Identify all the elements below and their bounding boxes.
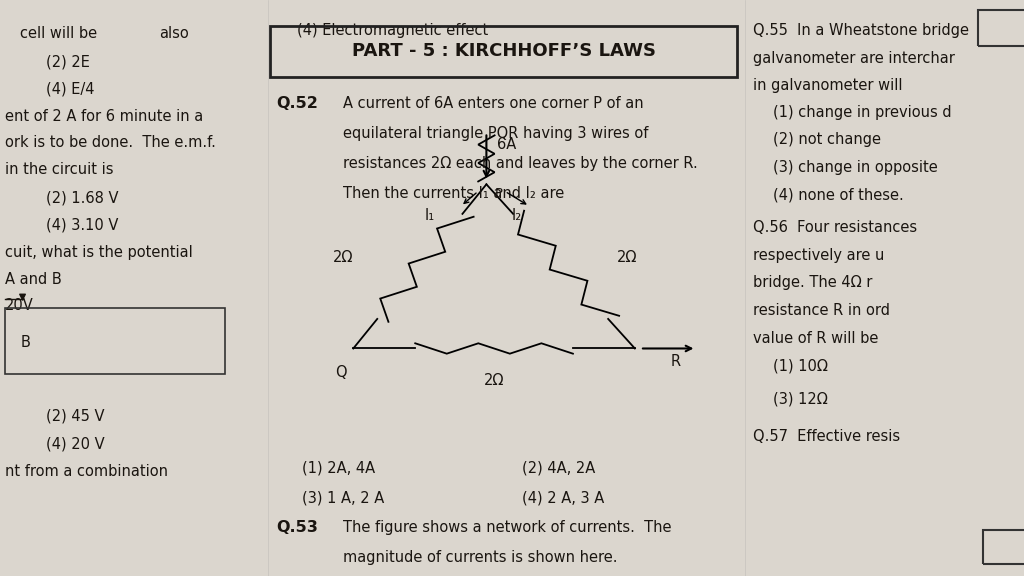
Text: (3) 12Ω: (3) 12Ω bbox=[773, 392, 827, 407]
Text: ork is to be done.  The e.m.f.: ork is to be done. The e.m.f. bbox=[5, 135, 216, 150]
Text: Q.52: Q.52 bbox=[276, 96, 318, 111]
Text: equilateral triangle PQR having 3 wires of: equilateral triangle PQR having 3 wires … bbox=[343, 126, 648, 141]
Text: (3) change in opposite: (3) change in opposite bbox=[773, 160, 938, 175]
Text: 20V: 20V bbox=[5, 298, 34, 313]
Text: B: B bbox=[20, 335, 31, 350]
Text: resistance R in ord: resistance R in ord bbox=[753, 303, 890, 318]
Text: in galvanometer will: in galvanometer will bbox=[753, 78, 902, 93]
Text: ent of 2 A for 6 minute in a: ent of 2 A for 6 minute in a bbox=[5, 109, 204, 124]
Text: magnitude of currents is shown here.: magnitude of currents is shown here. bbox=[343, 550, 617, 564]
Text: (4) none of these.: (4) none of these. bbox=[773, 187, 904, 202]
Text: (2) 1.68 V: (2) 1.68 V bbox=[46, 190, 119, 205]
Text: respectively are u: respectively are u bbox=[753, 248, 884, 263]
Text: Q.56  Four resistances: Q.56 Four resistances bbox=[753, 220, 916, 235]
Text: (2) 4A, 2A: (2) 4A, 2A bbox=[522, 461, 596, 476]
Text: (2) not change: (2) not change bbox=[773, 132, 881, 147]
Text: (4) 20 V: (4) 20 V bbox=[46, 437, 104, 452]
Text: A and B: A and B bbox=[5, 272, 61, 287]
Text: (1) change in previous d: (1) change in previous d bbox=[773, 105, 951, 120]
Text: cuit, what is the potential: cuit, what is the potential bbox=[5, 245, 193, 260]
Text: (4) 2 A, 3 A: (4) 2 A, 3 A bbox=[522, 491, 604, 506]
Text: Q.53: Q.53 bbox=[276, 520, 318, 535]
Text: value of R will be: value of R will be bbox=[753, 331, 878, 346]
Text: Q.55  In a Wheatstone bridge: Q.55 In a Wheatstone bridge bbox=[753, 23, 969, 38]
Text: galvanometer are interchar: galvanometer are interchar bbox=[753, 51, 954, 66]
Text: I₂: I₂ bbox=[512, 209, 522, 223]
Text: cell will be: cell will be bbox=[20, 26, 97, 41]
Text: 2Ω: 2Ω bbox=[333, 250, 353, 266]
Text: The figure shows a network of currents.  The: The figure shows a network of currents. … bbox=[343, 520, 672, 535]
Text: R: R bbox=[671, 354, 681, 369]
Text: (3) 1 A, 2 A: (3) 1 A, 2 A bbox=[302, 491, 384, 506]
Text: 6A: 6A bbox=[497, 137, 516, 152]
Text: Q: Q bbox=[335, 365, 347, 380]
Text: (1) 10Ω: (1) 10Ω bbox=[773, 358, 828, 373]
Text: Then the currents I₁ and I₂ are: Then the currents I₁ and I₂ are bbox=[343, 186, 564, 201]
Text: also: also bbox=[159, 26, 188, 41]
Text: (2) 2E: (2) 2E bbox=[46, 55, 90, 70]
Text: (1) 2A, 4A: (1) 2A, 4A bbox=[302, 461, 375, 476]
Text: (4) E/4: (4) E/4 bbox=[46, 82, 94, 97]
Text: (4) Electromagnetic effect: (4) Electromagnetic effect bbox=[297, 23, 488, 38]
Text: nt from a combination: nt from a combination bbox=[5, 464, 168, 479]
Text: in the circuit is: in the circuit is bbox=[5, 162, 114, 177]
Text: A current of 6A enters one corner P of an: A current of 6A enters one corner P of a… bbox=[343, 96, 644, 111]
Text: PART - 5 : KIRCHHOFF’S LAWS: PART - 5 : KIRCHHOFF’S LAWS bbox=[352, 42, 655, 60]
Text: (4) 3.10 V: (4) 3.10 V bbox=[46, 218, 119, 233]
Text: I₁: I₁ bbox=[425, 209, 435, 223]
Text: P: P bbox=[495, 187, 503, 200]
Text: 2Ω: 2Ω bbox=[484, 373, 504, 388]
Text: resistances 2Ω each and leaves by the corner R.: resistances 2Ω each and leaves by the co… bbox=[343, 156, 697, 171]
Text: 2Ω: 2Ω bbox=[616, 250, 637, 266]
Text: bridge. The 4Ω r: bridge. The 4Ω r bbox=[753, 275, 872, 290]
Text: Q.57  Effective resis: Q.57 Effective resis bbox=[753, 429, 900, 444]
Text: (2) 45 V: (2) 45 V bbox=[46, 409, 104, 424]
